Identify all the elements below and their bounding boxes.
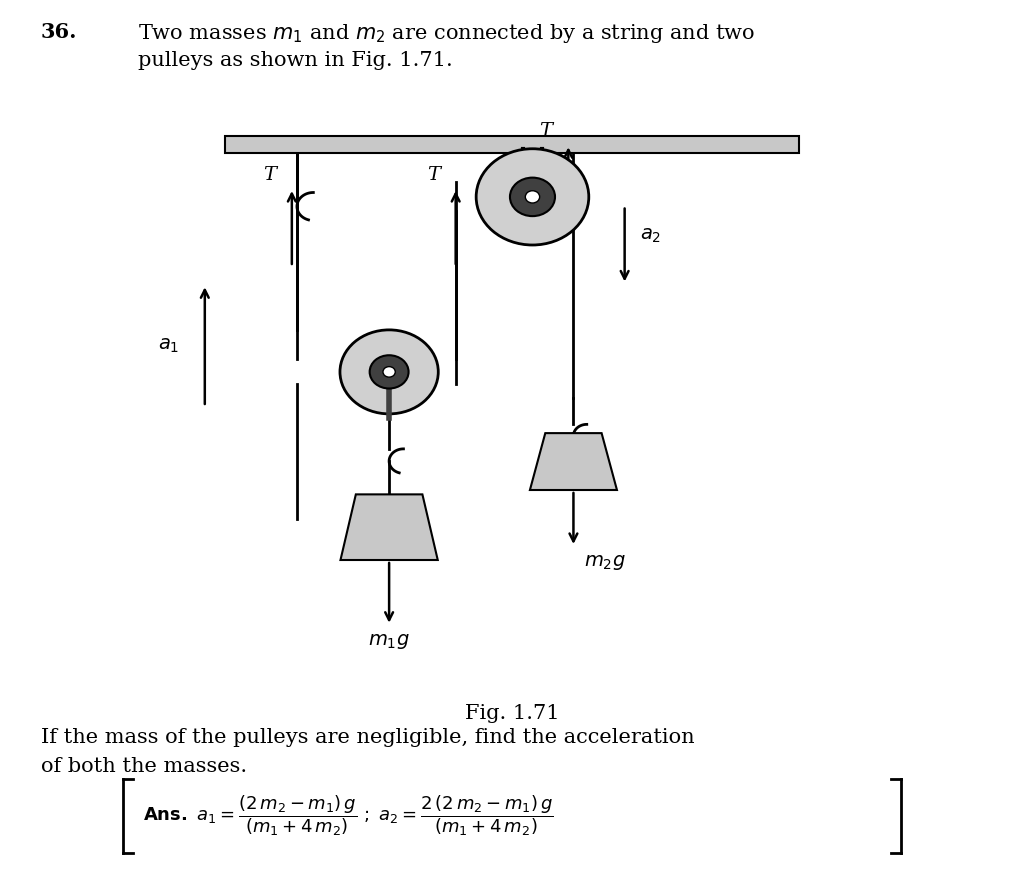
Text: T: T: [427, 165, 439, 184]
Polygon shape: [340, 494, 438, 560]
Text: $a_2$: $a_2$: [640, 228, 662, 245]
Text: $\mathbf{Ans.}\ a_1 = \dfrac{(2\,m_2 - m_1)\,g}{(m_1 + 4\,m_2)}\ ;\ a_2 = \dfrac: $\mathbf{Ans.}\ a_1 = \dfrac{(2\,m_2 - m…: [143, 794, 554, 838]
Circle shape: [510, 178, 555, 216]
Text: T: T: [540, 122, 552, 140]
Circle shape: [476, 149, 589, 245]
Circle shape: [370, 355, 409, 388]
Text: T: T: [263, 165, 275, 184]
Bar: [225, 136, 799, 153]
Circle shape: [383, 367, 395, 377]
Text: $a_1$: $a_1$: [158, 337, 179, 354]
Polygon shape: [530, 433, 616, 490]
Text: 36.: 36.: [41, 22, 78, 42]
Text: $m_2g$: $m_2g$: [584, 553, 626, 572]
Text: pulleys as shown in Fig. 1.71.: pulleys as shown in Fig. 1.71.: [138, 51, 453, 70]
Circle shape: [340, 330, 438, 414]
Text: Fig. 1.71: Fig. 1.71: [465, 704, 559, 724]
Text: Two masses $m_1$ and $m_2$ are connected by a string and two: Two masses $m_1$ and $m_2$ are connected…: [138, 22, 756, 45]
Text: $m_1g$: $m_1g$: [369, 632, 410, 651]
Text: If the mass of the pulleys are negligible, find the acceleration: If the mass of the pulleys are negligibl…: [41, 728, 694, 747]
Text: of both the masses.: of both the masses.: [41, 757, 247, 776]
Circle shape: [525, 191, 540, 203]
